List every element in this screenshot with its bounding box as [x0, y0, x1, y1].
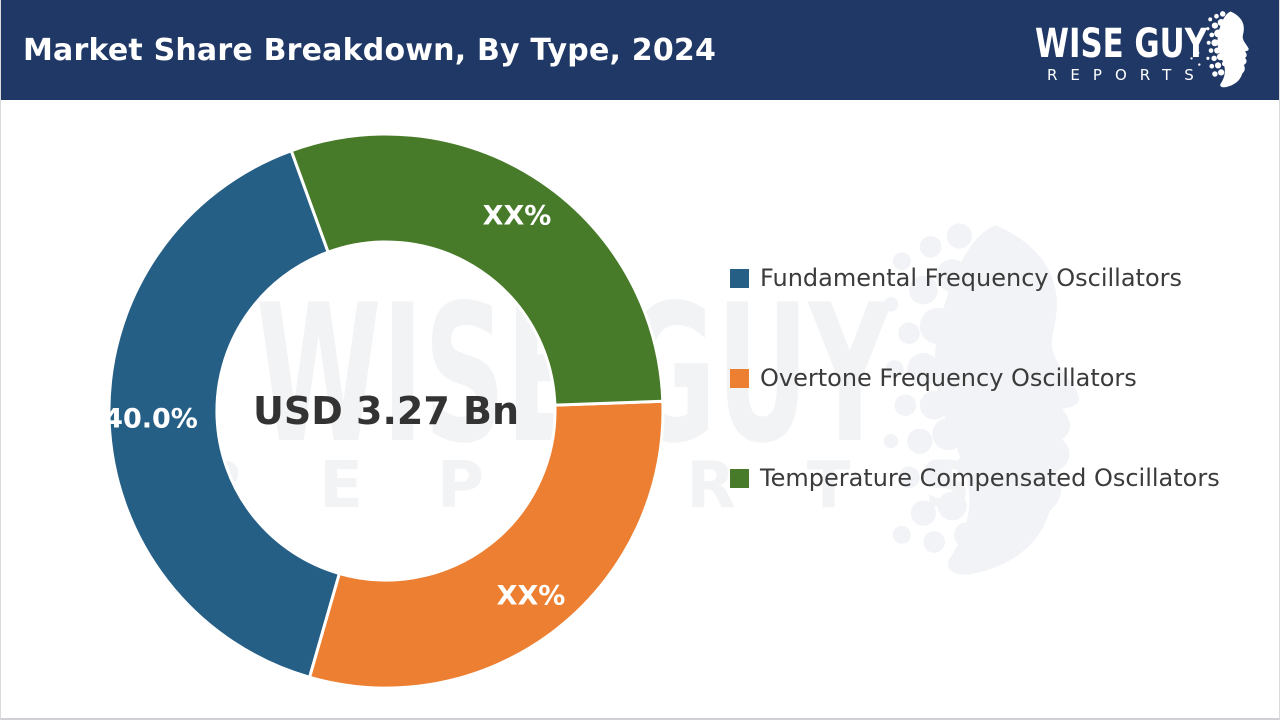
legend-item-fundamental: Fundamental Frequency Oscillators [730, 256, 1220, 300]
slice-percent-label-0: 40.0% [104, 404, 198, 435]
donut-center-value: USD 3.27 Bn [253, 389, 519, 433]
legend-swatch-green-icon [730, 468, 749, 488]
pie-slice-2 [289, 132, 665, 407]
legend-item-temperature: Temperature Compensated Oscillators [730, 456, 1220, 500]
pie-slice-0 [107, 149, 341, 679]
legend-swatch-blue-icon [730, 268, 749, 288]
slice-percent-label-2: XX% [483, 201, 552, 232]
header-bar: Market Share Breakdown, By Type, 2024 WI… [1, 0, 1279, 100]
legend-label: Fundamental Frequency Oscillators [760, 264, 1183, 292]
page-title: Market Share Breakdown, By Type, 2024 [23, 32, 717, 68]
logo-brand-text: WISE GUY [1035, 21, 1208, 67]
legend-item-overtone: Overtone Frequency Oscillators [730, 356, 1220, 400]
legend-swatch-orange-icon [730, 368, 749, 388]
legend-label: Overtone Frequency Oscillators [760, 364, 1137, 392]
wiseguy-logo: WISE GUY REPORTS [1035, 11, 1249, 88]
logo-reports-text: REPORTS [1047, 66, 1207, 84]
logo-face-icon [1190, 11, 1249, 88]
pie-slice-1 [308, 399, 665, 690]
chart-legend: Fundamental Frequency Oscillators Overto… [730, 256, 1220, 556]
slice-percent-label-1: XX% [497, 581, 566, 612]
legend-label: Temperature Compensated Oscillators [760, 464, 1220, 492]
watermark-face-icon [883, 223, 1080, 575]
